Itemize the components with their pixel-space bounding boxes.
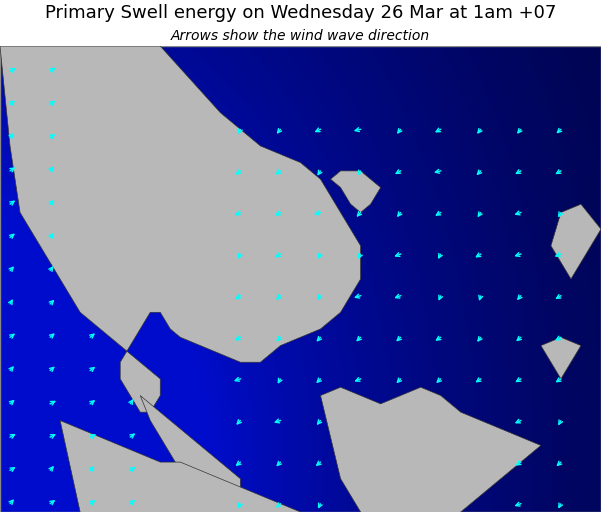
Polygon shape bbox=[331, 171, 380, 212]
Text: Primary Swell energy on Wednesday 26 Mar at 1am +07: Primary Swell energy on Wednesday 26 Mar… bbox=[45, 4, 556, 22]
Polygon shape bbox=[140, 395, 240, 496]
Text: Arrows show the wind wave direction: Arrows show the wind wave direction bbox=[171, 29, 430, 43]
Polygon shape bbox=[320, 387, 541, 512]
Polygon shape bbox=[60, 420, 311, 512]
Polygon shape bbox=[551, 204, 601, 279]
Polygon shape bbox=[0, 46, 361, 412]
Polygon shape bbox=[541, 337, 581, 379]
Bar bbox=[0, 46, 601, 512]
